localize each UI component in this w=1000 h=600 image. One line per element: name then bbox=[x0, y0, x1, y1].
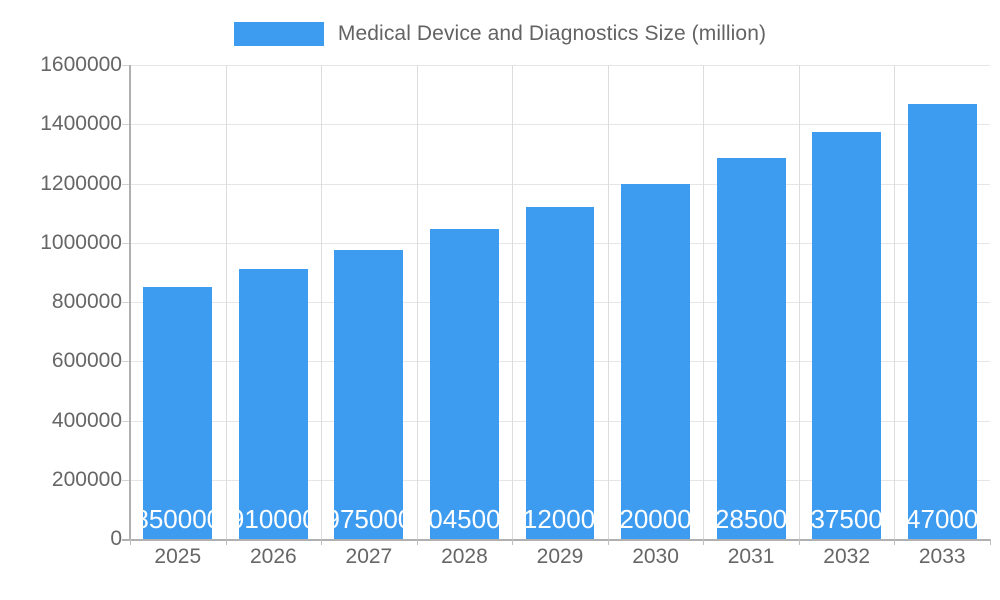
x-axis-tick-mark bbox=[225, 539, 227, 545]
bar-2027[interactable]: 975000 bbox=[334, 250, 404, 539]
gridline bbox=[130, 65, 990, 66]
bar-value-label: 850000 bbox=[143, 504, 212, 534]
bar-value-label: 1200000 bbox=[621, 504, 690, 534]
x-axis-tick-label: 2027 bbox=[345, 545, 393, 568]
legend-item-medical-device-and-diagnostics-size[interactable]: Medical Device and Diagnostics Size (mil… bbox=[233, 22, 767, 46]
x-axis-tick-label: 2033 bbox=[918, 545, 966, 568]
y-axis-tick-mark bbox=[122, 65, 130, 66]
y-axis-tick-label: 200000 bbox=[51, 467, 122, 491]
bar-group: 1285000 bbox=[716, 65, 786, 539]
y-axis-tick-mark bbox=[122, 479, 130, 481]
category-gridline bbox=[703, 65, 705, 539]
y-axis-tick-mark bbox=[122, 302, 130, 303]
x-axis-tick-mark bbox=[321, 539, 323, 545]
x-axis-tick-mark bbox=[894, 539, 896, 545]
bar-group: 910000 bbox=[238, 65, 308, 539]
x-axis-tick-mark bbox=[607, 539, 609, 545]
y-axis-tick-label: 800000 bbox=[51, 290, 122, 313]
bar-2028[interactable]: 1045000 bbox=[430, 229, 499, 539]
bar-2030[interactable]: 1200000 bbox=[621, 183, 690, 539]
x-axis: 2025 2026 2027 2028 2029 2030 2031 2032 2033 bbox=[130, 539, 991, 585]
bar-group: 1200000 bbox=[621, 65, 690, 539]
y-axis-tick-label: 1200000 bbox=[40, 171, 122, 195]
y-axis-tick-mark bbox=[122, 420, 130, 422]
bar-group: 850000 bbox=[143, 65, 213, 539]
gridline bbox=[130, 124, 990, 126]
bar-series: 850000 910000 975000 1045000 1120000 1200000 1… bbox=[130, 65, 990, 539]
y-axis-tick-mark bbox=[122, 361, 130, 363]
bar-2032[interactable]: 1375000 bbox=[812, 131, 882, 539]
x-axis-tick-mark bbox=[512, 539, 514, 545]
y-axis-tick-label: 1000000 bbox=[40, 230, 122, 254]
plot-area: 850000 910000 975000 1045000 1120000 1200000 1… bbox=[122, 65, 990, 541]
bar-2026[interactable]: 910000 bbox=[238, 269, 308, 539]
y-axis-tick-label: 1600000 bbox=[40, 53, 122, 76]
x-axis-line bbox=[122, 539, 990, 541]
legend-color-swatch-icon bbox=[233, 22, 324, 46]
x-axis-tick-label: 2029 bbox=[536, 545, 584, 568]
x-axis-tick-mark bbox=[416, 539, 418, 545]
bar-value-label: 1285000 bbox=[716, 504, 786, 534]
y-axis-tick-label: 600000 bbox=[51, 349, 122, 373]
category-gridline bbox=[416, 65, 418, 539]
x-axis-tick-mark bbox=[130, 539, 131, 545]
bar-value-label: 975000 bbox=[334, 504, 403, 534]
x-axis-tick-label: 2032 bbox=[823, 545, 871, 568]
x-axis-tick-label: 2030 bbox=[632, 545, 679, 568]
bar-2029[interactable]: 1120000 bbox=[525, 207, 595, 539]
y-axis-tick-label: 400000 bbox=[51, 408, 122, 432]
y-axis-tick-label: 1400000 bbox=[40, 112, 122, 136]
bar-group: 1375000 bbox=[812, 65, 882, 539]
y-axis-tick-label: 0 bbox=[110, 527, 122, 550]
y-axis-tick-mark bbox=[122, 183, 130, 185]
x-axis-tick-label: 2031 bbox=[727, 545, 775, 568]
x-axis-tick-mark bbox=[798, 539, 800, 545]
bar-group: 1470000 bbox=[907, 65, 977, 539]
y-axis-line bbox=[129, 65, 131, 540]
bar-value-label: 1045000 bbox=[430, 504, 499, 534]
x-axis-tick-mark bbox=[703, 539, 705, 545]
x-axis-tick-label: 2028 bbox=[441, 545, 488, 568]
bar-value-label: 1470000 bbox=[907, 504, 977, 534]
bar-value-label: 1375000 bbox=[812, 504, 882, 534]
y-axis: 0 200000 400000 600000 800000 1000000 1200000 1… bbox=[0, 53, 130, 550]
y-axis-tick-mark bbox=[122, 124, 130, 126]
legend-item-label: Medical Device and Diagnostics Size (mil… bbox=[337, 22, 767, 45]
y-axis-tick-mark bbox=[122, 242, 130, 244]
gridline bbox=[130, 183, 990, 185]
category-gridline bbox=[225, 65, 227, 539]
bar-group: 1120000 bbox=[525, 65, 595, 539]
category-gridline bbox=[798, 65, 800, 539]
bar-value-label: 910000 bbox=[239, 504, 308, 534]
category-gridline bbox=[607, 65, 609, 539]
chart-legend: Medical Device and Diagnostics Size (mil… bbox=[0, 14, 1000, 54]
bar-value-label: 1120000 bbox=[525, 504, 595, 534]
bar-2031[interactable]: 1285000 bbox=[716, 158, 786, 539]
category-gridline bbox=[321, 65, 323, 539]
x-axis-tick-label: 2025 bbox=[154, 545, 202, 568]
bar-group: 1045000 bbox=[430, 65, 499, 539]
category-gridline bbox=[512, 65, 514, 539]
bar-2025[interactable]: 850000 bbox=[143, 287, 213, 539]
x-axis-tick-mark bbox=[990, 539, 991, 545]
category-gridline bbox=[894, 65, 896, 539]
bar-group: 975000 bbox=[334, 65, 404, 539]
bar-2033[interactable]: 1470000 bbox=[907, 103, 977, 539]
x-axis-tick-label: 2026 bbox=[249, 545, 297, 568]
